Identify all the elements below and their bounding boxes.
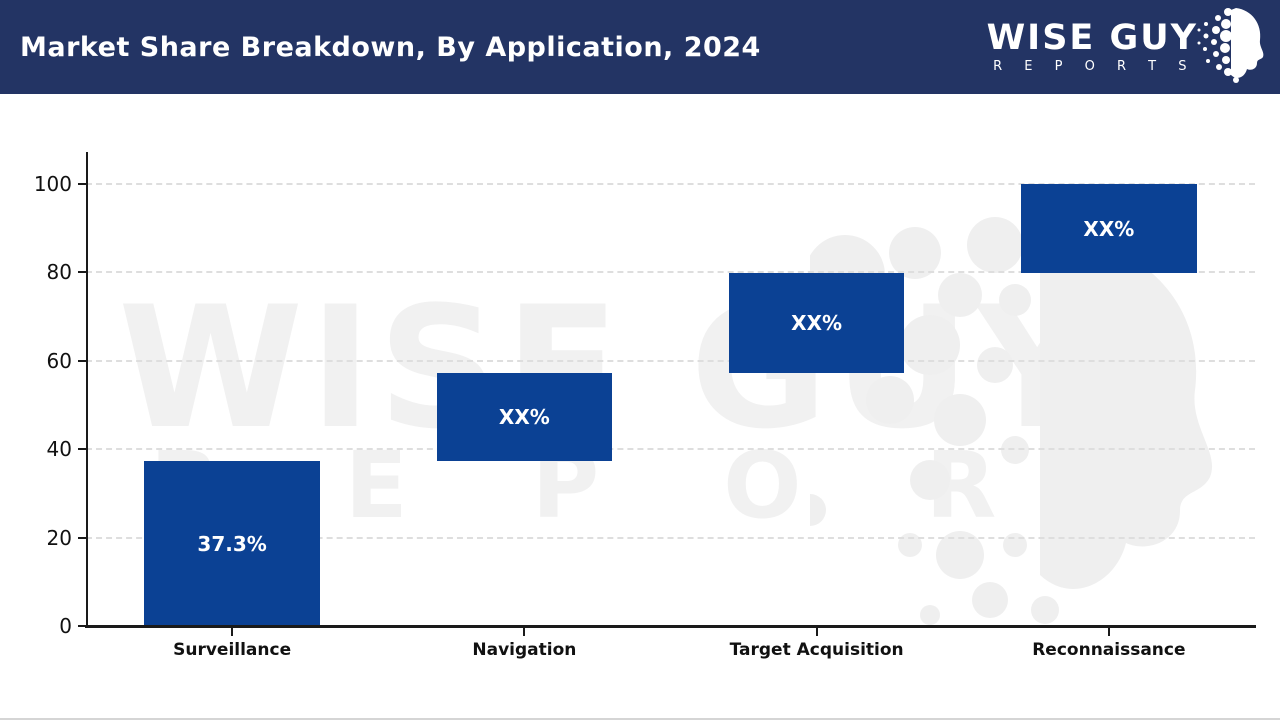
y-tick-mark <box>78 359 86 362</box>
bar-target-acquisition: XX% <box>728 273 905 373</box>
bar-value-label: XX% <box>791 311 843 335</box>
x-tick-mark <box>1107 628 1110 636</box>
y-tick-mark <box>78 271 86 274</box>
y-tick-label: 0 <box>59 614 72 638</box>
x-tick-mark <box>523 628 526 636</box>
y-tick-mark <box>78 448 86 451</box>
bar-value-label: XX% <box>1083 216 1135 241</box>
bar-value-label: XX% <box>498 404 550 429</box>
wiseguy-head-icon <box>1192 2 1270 92</box>
gridline <box>86 536 1255 539</box>
x-tick-mark <box>231 628 234 636</box>
bar-navigation: XX% <box>436 372 613 462</box>
x-category-label: Surveillance <box>173 640 292 660</box>
y-axis-line <box>86 152 88 627</box>
page-title: Market Share Breakdown, By Application, … <box>20 31 761 63</box>
header-bar: Market Share Breakdown, By Application, … <box>0 0 1280 94</box>
bar-surveillance: 37.3% <box>144 461 320 626</box>
logo-subtitle: R E P O R T S <box>993 59 1196 74</box>
wiseguy-logo: WISE GUY R E P O R T S <box>987 2 1280 92</box>
bar-value-label: 37.3% <box>197 531 267 556</box>
x-category-label: Target Acquisition <box>729 640 904 660</box>
wiseguy-logo-text: WISE GUY R E P O R T S <box>986 18 1198 74</box>
gridline <box>86 359 1255 362</box>
y-tick-mark <box>78 183 86 185</box>
y-tick-label: 100 <box>33 172 72 196</box>
x-category-label: Navigation <box>472 640 577 660</box>
y-tick-label: 80 <box>46 260 72 285</box>
gridline <box>86 183 1255 185</box>
gridline <box>86 448 1255 451</box>
y-tick-label: 40 <box>46 437 72 462</box>
bar-reconnaissance: XX% <box>1021 184 1197 274</box>
y-tick-mark <box>78 625 86 627</box>
y-tick-mark <box>78 536 86 539</box>
logo-wordmark: WISE GUY <box>986 18 1198 58</box>
y-tick-label: 60 <box>46 348 72 373</box>
x-axis-line <box>85 625 1256 628</box>
gridline <box>86 271 1255 274</box>
x-tick-mark <box>815 628 818 636</box>
y-tick-label: 20 <box>46 525 72 550</box>
x-category-label: Reconnaissance <box>1032 640 1186 660</box>
